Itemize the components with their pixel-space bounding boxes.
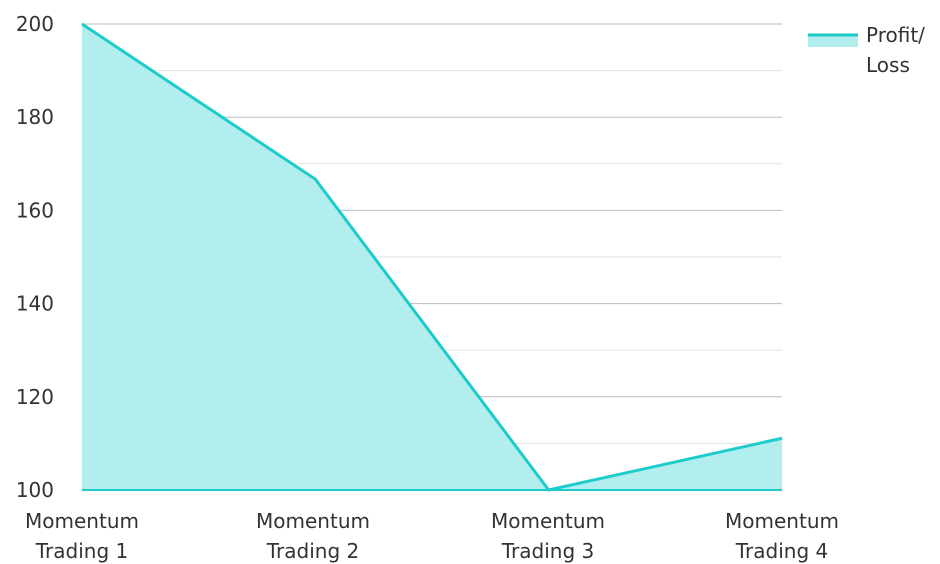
x-tick-label: Momentum Trading 3	[491, 509, 605, 563]
x-tick-label: Momentum Trading 4	[725, 509, 839, 563]
x-tick-label-line: Momentum	[491, 509, 605, 533]
x-tick-label-line: Trading 4	[735, 539, 828, 563]
y-tick-label: 180	[16, 105, 54, 129]
legend-label-line: Loss	[866, 53, 910, 77]
x-tick-label-line: Momentum	[25, 509, 139, 533]
x-tick-label-line: Trading 2	[266, 539, 359, 563]
legend-label: Profit/Loss	[866, 23, 925, 77]
y-tick-label: 100	[16, 478, 54, 502]
series-line	[81, 22, 783, 492]
y-tick-label: 160	[16, 198, 54, 222]
y-tick-label: 200	[16, 12, 54, 36]
y-tick-label: 120	[16, 385, 54, 409]
x-tick-label: Momentum Trading 1	[25, 509, 139, 563]
y-tick-label: 140	[16, 292, 54, 316]
x-tick-label: Momentum Trading 2	[256, 509, 370, 563]
y-axis: 100 120 140 160 180 200	[16, 12, 54, 502]
legend-label-line: Profit/	[866, 23, 925, 47]
series-line-path	[81, 22, 783, 492]
legend: Profit/Loss	[808, 23, 925, 77]
x-tick-label-line: Momentum	[256, 509, 370, 533]
legend-swatch-fill	[808, 35, 858, 47]
x-tick-label-line: Trading 3	[501, 539, 594, 563]
x-tick-label-line: Trading 1	[35, 539, 128, 563]
x-tick-label-line: Momentum	[725, 509, 839, 533]
